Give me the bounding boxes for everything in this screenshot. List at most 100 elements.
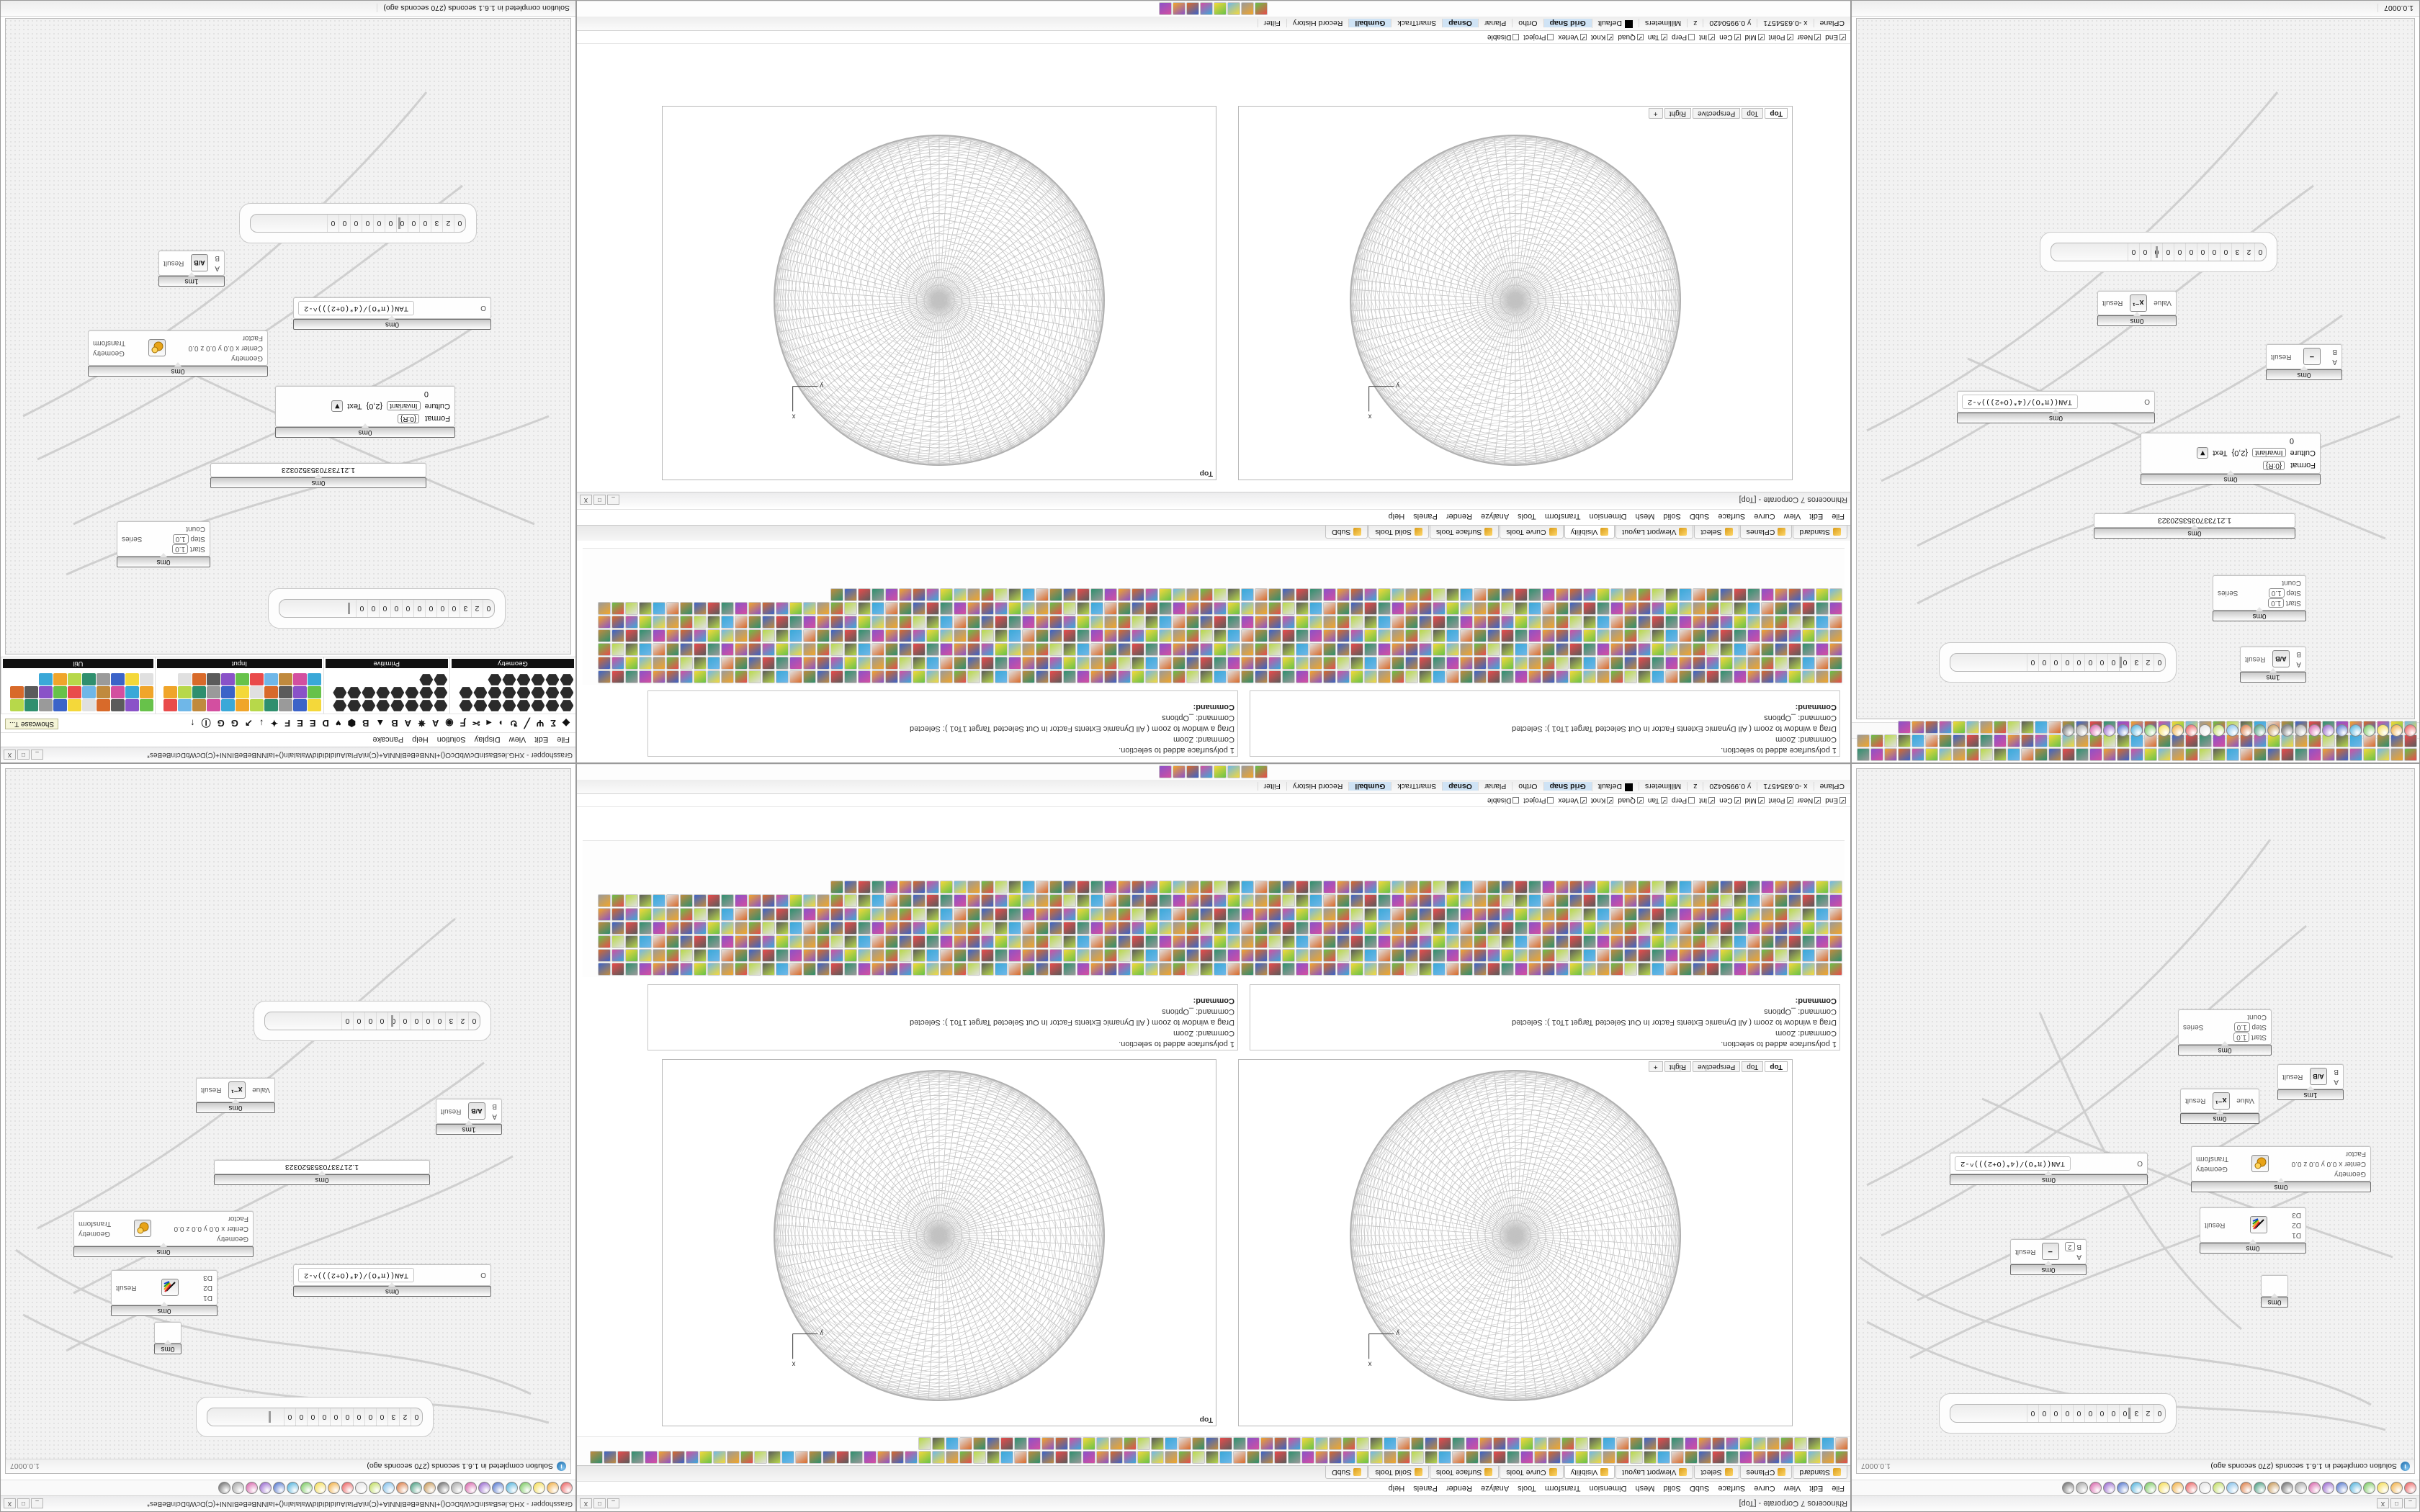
toolbar-icon[interactable]: [1227, 922, 1240, 935]
color-swatch[interactable]: [218, 1482, 230, 1494]
component-body[interactable]: Format {0:R} Culture Invariant {2,0} Tex…: [2141, 433, 2321, 474]
rhino-menu-item-edit[interactable]: Edit: [1809, 1484, 1824, 1493]
toolbar-icon[interactable]: [891, 1451, 904, 1464]
toolbar-icon[interactable]: [1644, 1437, 1657, 1450]
gh-ribbon-tab-icon[interactable]: A: [404, 718, 412, 729]
gh-component-icon[interactable]: [38, 699, 53, 712]
toolbar-icon[interactable]: [1665, 908, 1678, 921]
toolbar-icon[interactable]: [1049, 935, 1062, 948]
color-swatch[interactable]: [478, 1482, 490, 1494]
color-swatch[interactable]: [2213, 1482, 2225, 1494]
toolbar-icon[interactable]: [1419, 935, 1432, 948]
toolbar-icon[interactable]: [981, 935, 994, 948]
window-buttons-2[interactable]: _ □ X: [4, 1498, 43, 1509]
toolbar-icon[interactable]: [926, 963, 939, 976]
toolbar-icon[interactable]: [913, 643, 926, 656]
toolbar-icon[interactable]: [1802, 881, 1815, 894]
toolbar-icon[interactable]: [1392, 963, 1404, 976]
gh-component-icon[interactable]: [532, 687, 545, 699]
toolbar-icon[interactable]: [1022, 588, 1035, 601]
toolbar-icon[interactable]: [1433, 949, 1446, 962]
toolbar-icon[interactable]: [707, 602, 720, 615]
toolbar-icon[interactable]: [1137, 1437, 1150, 1450]
gh-component-icon[interactable]: [221, 673, 236, 686]
toolbar-icon[interactable]: [1241, 602, 1254, 615]
toolbar-icon[interactable]: [1720, 657, 1733, 670]
toolbar-icon[interactable]: [1378, 935, 1391, 948]
toolbar-icon[interactable]: [1761, 588, 1774, 601]
toolbar-icon[interactable]: [899, 616, 912, 629]
toolbar-icon[interactable]: [1282, 670, 1295, 683]
toolbar-icon[interactable]: [1118, 922, 1131, 935]
toolbar-icon[interactable]: [1706, 963, 1719, 976]
toolbar-icon[interactable]: [1145, 908, 1158, 921]
toolbar-icon[interactable]: [871, 935, 884, 948]
gh-component-one-over-x-3[interactable]: 0ms Value x⁻¹ Result: [2097, 291, 2177, 326]
toolbar-icon[interactable]: [967, 629, 980, 642]
toolbar-icon[interactable]: [905, 1451, 918, 1464]
toolbar-icon[interactable]: [1706, 935, 1719, 948]
toolbar-icon[interactable]: [1131, 643, 1144, 656]
toolbar-icon[interactable]: [2048, 721, 2061, 734]
gh-ribbon-group-input[interactable]: Input: [155, 657, 323, 714]
color-swatch[interactable]: [2062, 724, 2074, 737]
toolbar-icon[interactable]: [1569, 616, 1582, 629]
toolbar-icon[interactable]: [1679, 629, 1692, 642]
checkbox[interactable]: [1786, 34, 1793, 40]
toolbar-icon[interactable]: [1528, 922, 1541, 935]
input-ports[interactable]: Start 1.0 Step 1.0 Count: [2268, 579, 2301, 608]
toolbar-icon[interactable]: [1008, 894, 1021, 907]
checkbox[interactable]: [1660, 34, 1667, 40]
gh-component-icon[interactable]: [81, 673, 96, 686]
toolbar-icon[interactable]: [748, 643, 761, 656]
toolbar-icon[interactable]: [1624, 881, 1637, 894]
toolbar-icon[interactable]: [1747, 616, 1760, 629]
toolbar-icon[interactable]: [1323, 616, 1336, 629]
toolbar-icon[interactable]: [1446, 908, 1459, 921]
toolbar-icon[interactable]: [1870, 734, 1883, 747]
toolbar-icon[interactable]: [1392, 908, 1404, 921]
gh-ribbon-tab-icon[interactable]: ╱: [524, 718, 530, 729]
toolbar-icon[interactable]: [1008, 616, 1021, 629]
toolbar-icon[interactable]: [1329, 1451, 1342, 1464]
toolbar-icon[interactable]: [721, 616, 734, 629]
toolbar-icon[interactable]: [1200, 963, 1213, 976]
toolbar-icon[interactable]: [926, 894, 939, 907]
toolbar-icon[interactable]: [1775, 602, 1788, 615]
toolbar-icon[interactable]: [858, 935, 871, 948]
toolbar-icon[interactable]: [1296, 922, 1309, 935]
gh-component-icon[interactable]: [207, 686, 221, 699]
toolbar-icon[interactable]: [1433, 963, 1446, 976]
toolbar-icon[interactable]: [1693, 629, 1706, 642]
toolbar-icon[interactable]: [735, 629, 748, 642]
toolbar-icon[interactable]: [899, 602, 912, 615]
toolbar-icon[interactable]: [1159, 949, 1172, 962]
color-swatch[interactable]: [2267, 1482, 2280, 1494]
toolbar-icon[interactable]: [1131, 588, 1144, 601]
toolbar-icon[interactable]: [1063, 602, 1076, 615]
gh-component-expression-4[interactable]: 0ms O TAN((π*O)/(4*(O+2)))^-2: [293, 297, 491, 330]
toolbar-icon[interactable]: [1255, 643, 1268, 656]
gh-component-icon[interactable]: [532, 700, 545, 712]
gh-ribbon-tabrow[interactable]: ◆ Σ Ψ ╱ ↻ ◗ ◂ ✂ Ƒ ◉ A ✵ A B ▲ B ⬢ ♥ D E E F ✦ ↓ ↗ G G Ⓘ ↑: [1, 714, 575, 732]
toolbar-icon[interactable]: [1706, 670, 1719, 683]
osnap-row-2[interactable]: EndNearPointMidCenIntPerpTanQuadKnotVert…: [577, 31, 1850, 44]
toolbar-icon[interactable]: [803, 657, 816, 670]
toolbar-icon[interactable]: [1734, 657, 1747, 670]
toolbar-icon[interactable]: [2254, 748, 2267, 761]
toolbar-icon[interactable]: [1227, 588, 1240, 601]
toolbar-icon[interactable]: [1036, 963, 1049, 976]
osnap-project[interactable]: Project: [1523, 796, 1554, 804]
toolbar-icon[interactable]: [1452, 1451, 1465, 1464]
color-swatch[interactable]: [2226, 1482, 2238, 1494]
toolbar-icon[interactable]: [1364, 935, 1377, 948]
toolbar-icon[interactable]: [666, 670, 679, 683]
toolbar-icon[interactable]: [817, 908, 830, 921]
toolbar-icon[interactable]: [735, 616, 748, 629]
toolbar-icon[interactable]: [1247, 1451, 1260, 1464]
toolbar-icon[interactable]: [1173, 2, 1186, 15]
toolbar-icon[interactable]: [1159, 894, 1172, 907]
toolbar-icon[interactable]: [762, 602, 775, 615]
toolbar-icon[interactable]: [1131, 949, 1144, 962]
toolbar-icon[interactable]: [653, 908, 666, 921]
